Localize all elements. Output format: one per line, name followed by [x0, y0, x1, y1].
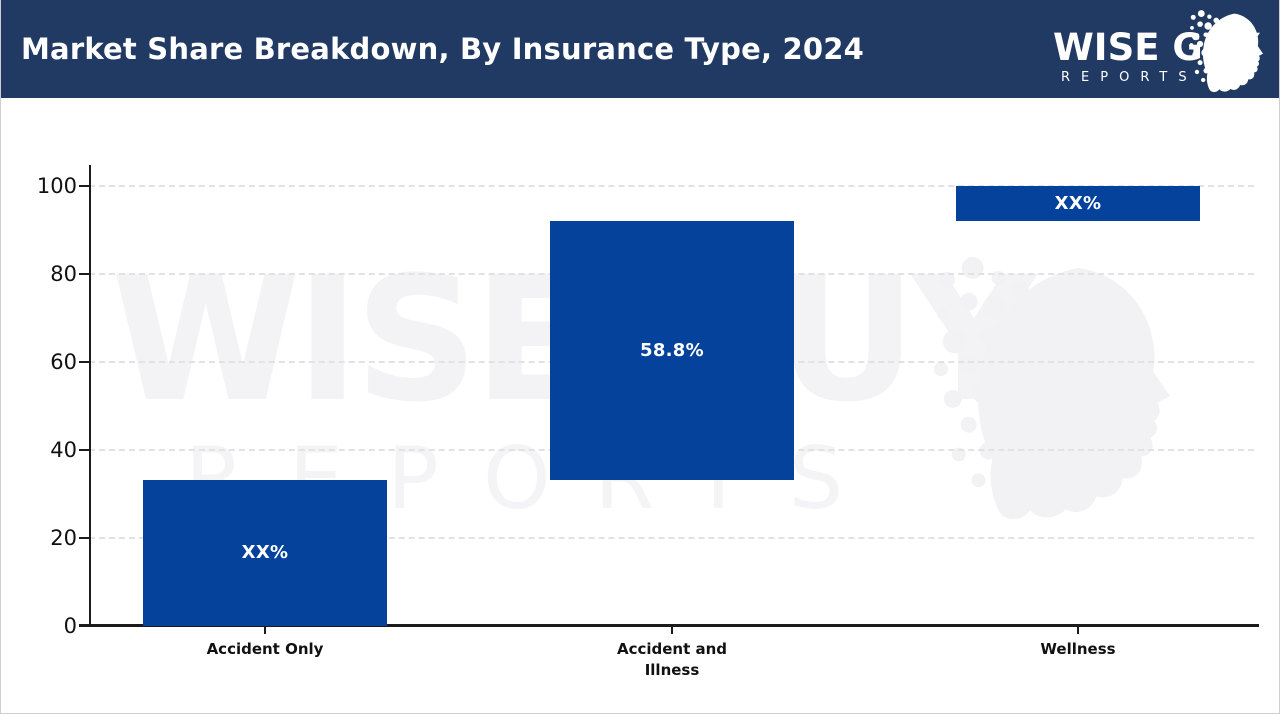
y-tick-label: 20 — [50, 526, 77, 550]
y-tick-20 — [79, 537, 89, 539]
header-bar: Market Share Breakdown, By Insurance Typ… — [1, 0, 1279, 98]
logo-face-icon — [1189, 10, 1264, 93]
x-tick-label: Accident and Illness — [616, 640, 728, 679]
watermark-face-icon — [933, 257, 1171, 520]
x-tick-1 — [671, 627, 673, 634]
y-tick-label: 60 — [50, 350, 77, 374]
x-tick-2 — [1077, 627, 1079, 634]
x-tick-label: Accident Only — [206, 640, 324, 658]
bar-accident-only: XX% — [143, 479, 387, 626]
y-tick-60 — [79, 361, 89, 363]
y-tick-label: 40 — [50, 438, 77, 462]
y-tick-label: 100 — [36, 174, 77, 198]
logo-subtitle: REPORTS — [1061, 70, 1198, 85]
x-axis-spine — [79, 624, 1259, 627]
page-title: Market Share Breakdown, By Insurance Typ… — [21, 32, 865, 66]
chart-area: WISE GUY REPORTS 0 20 40 60 80 100 XX% Accident… — [1, 98, 1279, 713]
x-tick-0 — [264, 627, 266, 634]
y-tick-100 — [79, 185, 89, 187]
bar-value-label: 58.8% — [640, 340, 704, 362]
y-tick-label: 80 — [50, 262, 77, 286]
y-tick-40 — [79, 449, 89, 451]
bar-wellness: XX% — [956, 186, 1200, 222]
x-tick-label: Wellness — [1040, 640, 1116, 658]
gridline-100 — [89, 185, 1254, 187]
y-axis-spine — [89, 165, 91, 626]
bar-value-label: XX% — [1054, 193, 1102, 215]
wise-guy-logo: WISE GUY REPORTS — [1025, 4, 1273, 96]
bar-value-label: XX% — [241, 542, 289, 564]
y-tick-80 — [79, 273, 89, 275]
y-tick-label: 0 — [63, 614, 77, 638]
gridline-20 — [89, 537, 1254, 539]
bar-accident-and-illness: 58.8% — [550, 221, 794, 480]
